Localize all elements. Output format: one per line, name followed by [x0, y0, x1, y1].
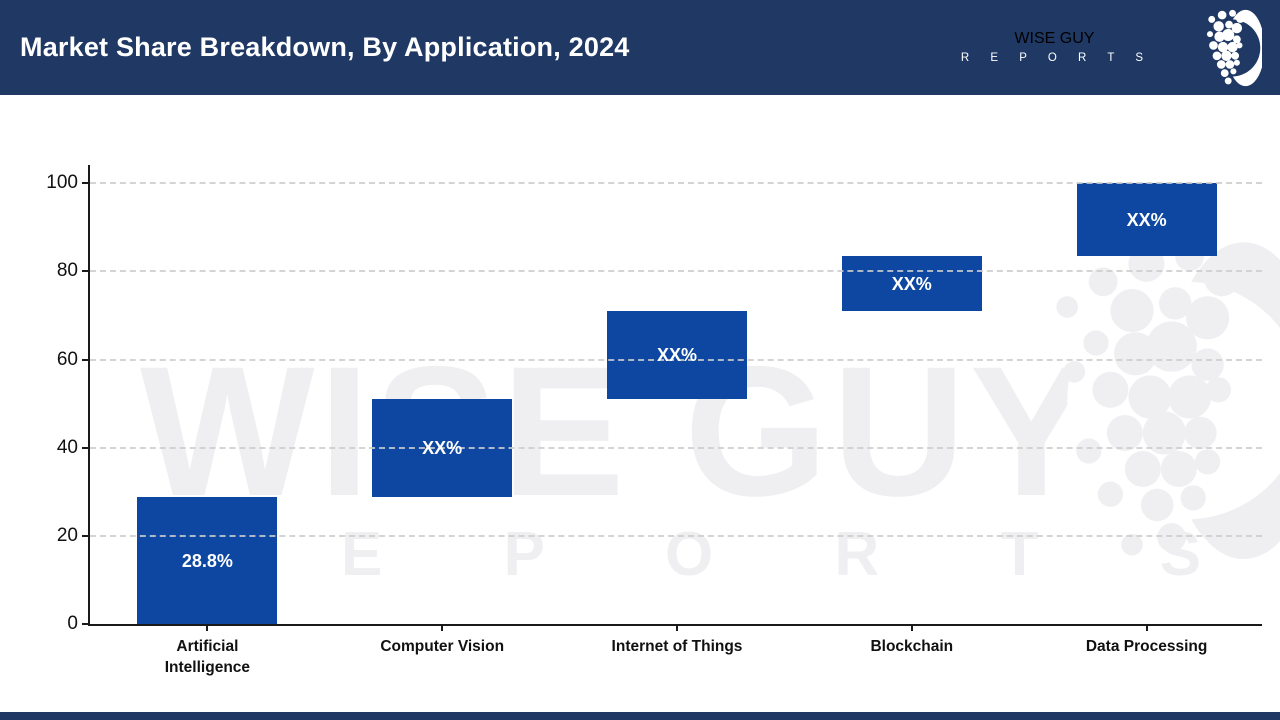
- bar-label-artificial-intelligence: 28.8%: [181, 550, 233, 571]
- y-tick-mark-100: [82, 182, 90, 185]
- x-tick-mark-data-processing: [1145, 624, 1148, 631]
- x-axis-label-internet-of-things: Internet of Things: [611, 638, 743, 655]
- x-tick-mark-internet-of-things: [676, 624, 678, 631]
- y-tick-label-20: 20: [56, 524, 78, 546]
- x-axis-label-blockchain: Blockchain: [870, 638, 954, 655]
- wiseguy-logo: WISE GUY R E P O R T S: [957, 7, 1262, 89]
- grid-line-20: [90, 534, 1262, 537]
- logo-wordmark: WISE GUY R E P O R T S: [957, 29, 1152, 65]
- x-tick-mark-computer-vision: [441, 624, 444, 631]
- footer-bar: [0, 712, 1280, 720]
- y-tick-mark-0: [82, 623, 90, 625]
- grid-line-80: [90, 270, 1262, 273]
- logo-subtext: R E P O R T S: [960, 51, 1152, 64]
- logo-word: WISE GUY: [1014, 29, 1095, 47]
- y-tick-label-60: 60: [56, 348, 78, 370]
- x-axis-label-artificial-intelligence: Artificial Intelligence: [164, 638, 251, 676]
- bar-label-data-processing: XX%: [1126, 209, 1167, 230]
- y-tick-mark-80: [82, 270, 90, 273]
- bar-label-computer-vision: XX%: [422, 438, 463, 459]
- grid-line-60: [90, 358, 1262, 361]
- x-axis-label-data-processing: Data Processing: [1085, 638, 1208, 655]
- bar-label-blockchain: XX%: [891, 273, 932, 294]
- grid-line-100: [90, 182, 1262, 185]
- bar-artificial-intelligence: [137, 497, 278, 624]
- y-tick-mark-40: [82, 446, 90, 449]
- logo-face-icon: [1203, 9, 1262, 86]
- y-tick-label-40: 40: [56, 436, 78, 458]
- bar-blockchain: [841, 256, 982, 312]
- page-title: Market Share Breakdown, By Application, …: [20, 32, 630, 62]
- x-tick-mark-artificial-intelligence: [206, 624, 209, 631]
- y-tick-label-100: 100: [46, 172, 78, 194]
- y-tick-mark-60: [82, 358, 90, 361]
- y-tick-mark-20: [82, 534, 90, 537]
- x-tick-mark-blockchain: [910, 624, 913, 631]
- bar-label-internet-of-things: XX%: [656, 345, 698, 366]
- grid-line-40: [90, 446, 1262, 449]
- header: Market Share Breakdown, By Application, …: [0, 0, 1280, 95]
- y-tick-label-0: 0: [67, 613, 78, 634]
- bar-internet-of-things: [607, 311, 747, 400]
- y-tick-label-80: 80: [56, 260, 78, 282]
- x-axis-label-computer-vision: Computer Vision: [380, 638, 505, 655]
- plot-area: 0 20 40 60 80 100 28.8% Artificial Intelligence…: [46, 165, 1262, 676]
